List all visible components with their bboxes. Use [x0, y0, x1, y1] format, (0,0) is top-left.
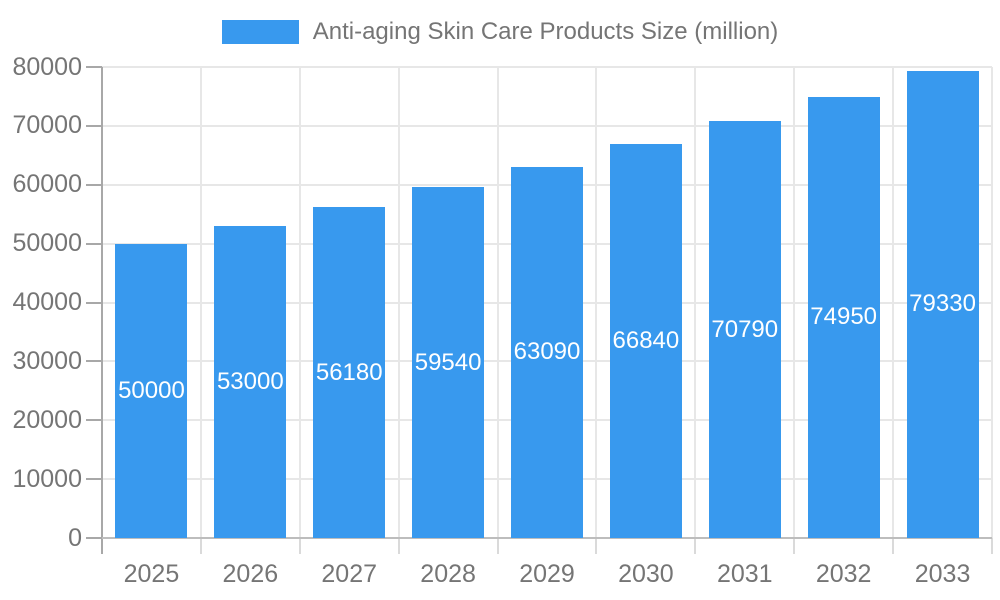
- bar: [214, 225, 287, 538]
- bar-value-label: 59540: [414, 348, 482, 376]
- x-axis-tick: [793, 538, 796, 554]
- x-axis-tick: [694, 538, 697, 554]
- bar-value-label: 53000: [216, 367, 284, 395]
- bar-value-label: 74950: [810, 303, 878, 331]
- x-axis-label: 2033: [914, 560, 971, 588]
- bar-value-label: 50000: [118, 376, 185, 404]
- x-gridline: [595, 67, 598, 538]
- chart-legend: Anti-aging Skin Care Products Size (mill…: [0, 14, 1000, 50]
- bar: [807, 96, 880, 538]
- y-gridline: [102, 66, 992, 68]
- legend-item[interactable]: Anti-aging Skin Care Products Size (mill…: [221, 14, 779, 50]
- x-gridline: [298, 67, 301, 538]
- bar-value-label: 79330: [909, 290, 976, 318]
- bar: [609, 144, 682, 538]
- y-axis-tick: [86, 419, 102, 422]
- y-axis-label: 0: [68, 523, 82, 552]
- y-axis-line: [101, 67, 103, 554]
- x-gridline: [694, 67, 697, 538]
- y-axis-label: 50000: [12, 229, 82, 258]
- bar-value-label: 63090: [513, 338, 581, 366]
- y-axis-label: 20000: [12, 405, 82, 434]
- legend-label: Anti-aging Skin Care Products Size (mill…: [312, 18, 779, 45]
- x-axis-tick: [595, 538, 598, 554]
- bar: [511, 166, 583, 538]
- bar: [115, 243, 188, 538]
- x-axis-label: 2031: [716, 560, 773, 588]
- y-axis-tick: [86, 301, 102, 304]
- bar: [906, 70, 979, 538]
- y-axis-tick: [86, 66, 102, 68]
- x-axis-tick: [991, 538, 993, 554]
- x-axis-label: 2030: [618, 560, 674, 588]
- x-gridline: [793, 67, 796, 538]
- y-axis-label: 80000: [12, 52, 82, 81]
- x-gridline: [991, 67, 993, 538]
- y-axis-tick: [86, 537, 102, 539]
- x-gridline: [397, 67, 400, 538]
- y-axis-tick: [86, 124, 102, 127]
- bar: [313, 207, 386, 538]
- x-axis-label: 2032: [815, 560, 872, 588]
- x-gridline: [892, 67, 895, 538]
- x-axis-label: 2025: [123, 560, 180, 588]
- bar-value-label: 56180: [315, 358, 383, 386]
- y-axis-label: 60000: [12, 170, 82, 199]
- x-axis-tick: [397, 538, 400, 554]
- bar: [708, 121, 781, 538]
- x-axis-tick: [199, 538, 202, 554]
- x-axis-label: 2027: [321, 560, 378, 588]
- y-axis-label: 70000: [12, 111, 82, 140]
- x-gridline: [199, 67, 202, 538]
- x-axis-tick: [298, 538, 301, 554]
- legend-swatch: [221, 20, 299, 44]
- x-gridline: [496, 67, 499, 538]
- x-axis-label: 2028: [420, 560, 476, 588]
- y-axis-tick: [86, 478, 102, 481]
- x-axis-tick: [892, 538, 895, 554]
- y-axis-label: 10000: [12, 464, 82, 493]
- y-axis-tick: [86, 183, 102, 186]
- x-axis-tick: [496, 538, 499, 554]
- y-axis-tick: [86, 360, 102, 363]
- x-axis-label: 2029: [519, 560, 575, 588]
- y-gridline: [102, 124, 992, 127]
- bar-value-label: 70790: [711, 315, 779, 343]
- x-axis-line: [102, 537, 992, 539]
- y-axis-tick: [86, 242, 102, 245]
- bar: [412, 187, 485, 538]
- y-axis-label: 30000: [12, 346, 82, 375]
- y-axis-label: 40000: [12, 288, 82, 316]
- x-axis-label: 2026: [222, 560, 279, 588]
- bar-value-label: 66840: [612, 327, 680, 355]
